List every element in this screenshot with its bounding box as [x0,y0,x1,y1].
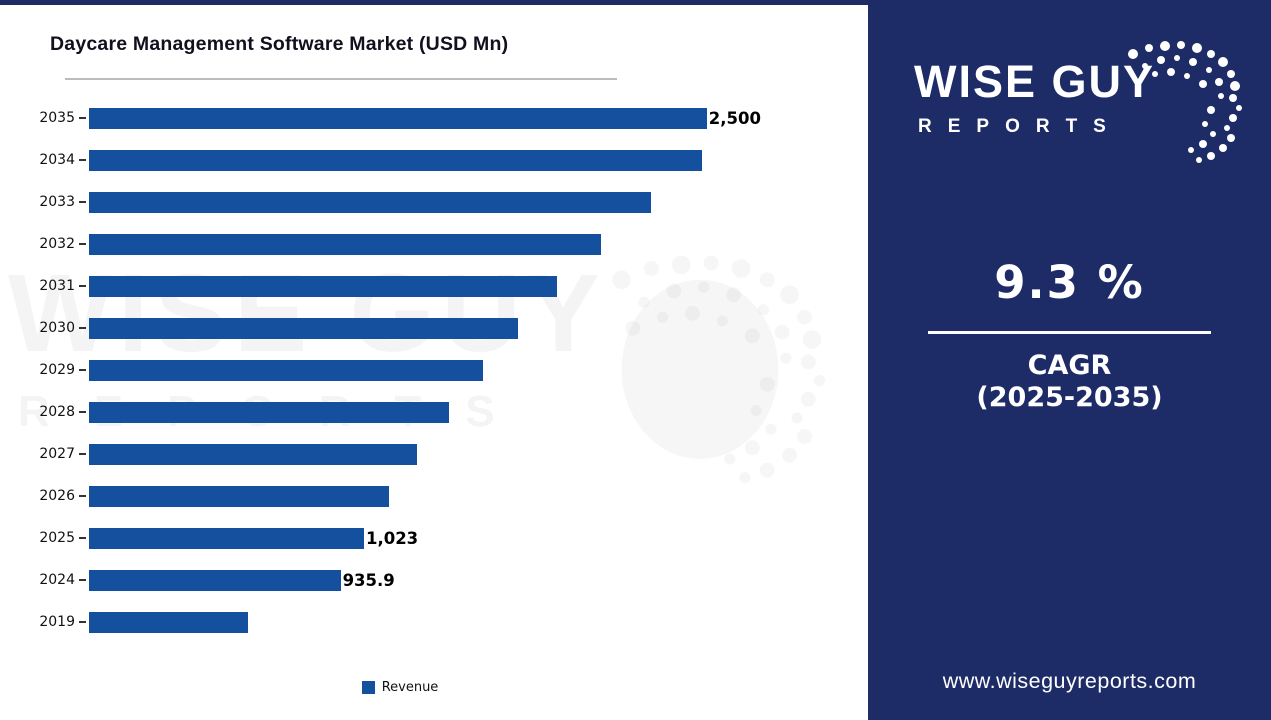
bar-row: 2027 [20,433,868,475]
revenue-bar [89,485,389,507]
y-axis-label: 2028 [39,404,75,420]
bar-row: 2034 [20,139,868,181]
bar-row: 2032 [20,223,868,265]
bar-value-label: 2,500 [708,108,761,128]
y-axis-label: 2035 [39,110,75,126]
bar-row: 2028 [20,391,868,433]
y-axis-label: 2034 [39,152,75,168]
bar-track [89,317,761,339]
bar-track [89,443,761,465]
cagr-block: 9.3 % CAGR (2025-2035) [868,256,1271,415]
bar-row: 2025 1,023 [20,517,868,559]
y-axis-label: 2019 [39,614,75,630]
bar-row: 2033 [20,181,868,223]
axis-tick [79,621,86,623]
bar-row: 2035 2,500 [20,97,868,139]
y-axis-label: 2030 [39,320,75,336]
brand-logo: WISE GUY REPORTS [914,41,1255,163]
revenue-bar [89,359,483,381]
bar-value-label: 1,023 [365,528,419,548]
axis-tick [79,201,86,203]
axis-tick [79,495,86,497]
bar-row: 2019 [20,601,868,643]
axis-tick [79,159,86,161]
sidebar: WISE GUY REPORTS [868,0,1271,720]
y-axis-label: 2027 [39,446,75,462]
bar-track [89,401,761,423]
bar-track: 935.9 [89,569,761,591]
y-axis-label: 2033 [39,194,75,210]
revenue-bar [89,401,450,423]
title-divider [65,78,617,80]
bar-row: 2030 [20,307,868,349]
revenue-bar [89,191,651,213]
bar-value-label: 935.9 [342,570,395,590]
bar-track [89,611,761,633]
legend-label: Revenue [381,680,439,695]
y-axis-label: 2024 [39,572,75,588]
revenue-bar [89,317,518,339]
revenue-bar [89,527,364,549]
bar-chart: 2035 2,500 2034 2033 2032 2031 2030 2029 2028 202… [20,97,868,643]
revenue-bar [89,569,341,591]
top-border-strip [0,0,868,5]
revenue-bar [89,275,557,297]
axis-tick [79,327,86,329]
cagr-divider [928,331,1211,334]
axis-tick [79,369,86,371]
y-axis-label: 2026 [39,488,75,504]
bar-track [89,485,761,507]
revenue-bar [89,107,707,129]
bar-row: 2029 [20,349,868,391]
logo-text-reports: REPORTS [918,116,1122,137]
axis-tick [79,453,86,455]
chart-content: Daycare Management Software Market (USD … [0,33,868,695]
axis-tick [79,411,86,413]
cagr-value: 9.3 % [994,256,1145,309]
logo-head-dots-icon [1128,41,1242,163]
bar-track: 1,023 [89,527,761,549]
y-axis-label: 2025 [39,530,75,546]
revenue-bar [89,443,417,465]
revenue-bar [89,611,249,633]
y-axis-label: 2032 [39,236,75,252]
revenue-bar [89,233,602,255]
legend: Revenue [20,680,780,695]
bar-row: 2024 935.9 [20,559,868,601]
y-axis-label: 2031 [39,278,75,294]
chart-title: Daycare Management Software Market (USD … [50,33,509,55]
axis-tick [79,243,86,245]
axis-tick [79,117,86,119]
logo-text-wiseguy: WISE GUY [914,56,1156,107]
bar-track [89,149,761,171]
cagr-label: CAGR [1027,350,1112,381]
bar-track [89,191,761,213]
website-url: www.wiseguyreports.com [942,669,1197,693]
bar-row: 2031 [20,265,868,307]
bar-track: 2,500 [89,107,761,129]
bar-track [89,359,761,381]
y-axis-label: 2029 [39,362,75,378]
revenue-bar [89,149,702,171]
legend-swatch [361,681,375,694]
bar-track [89,233,761,255]
cagr-range: (2025-2035) [976,382,1163,414]
bar-track [89,275,761,297]
axis-tick [79,285,86,287]
axis-tick [79,537,86,539]
chart-panel: WISE GUY REPORTS [0,0,868,695]
bar-row: 2026 [20,475,868,517]
axis-tick [79,579,86,581]
